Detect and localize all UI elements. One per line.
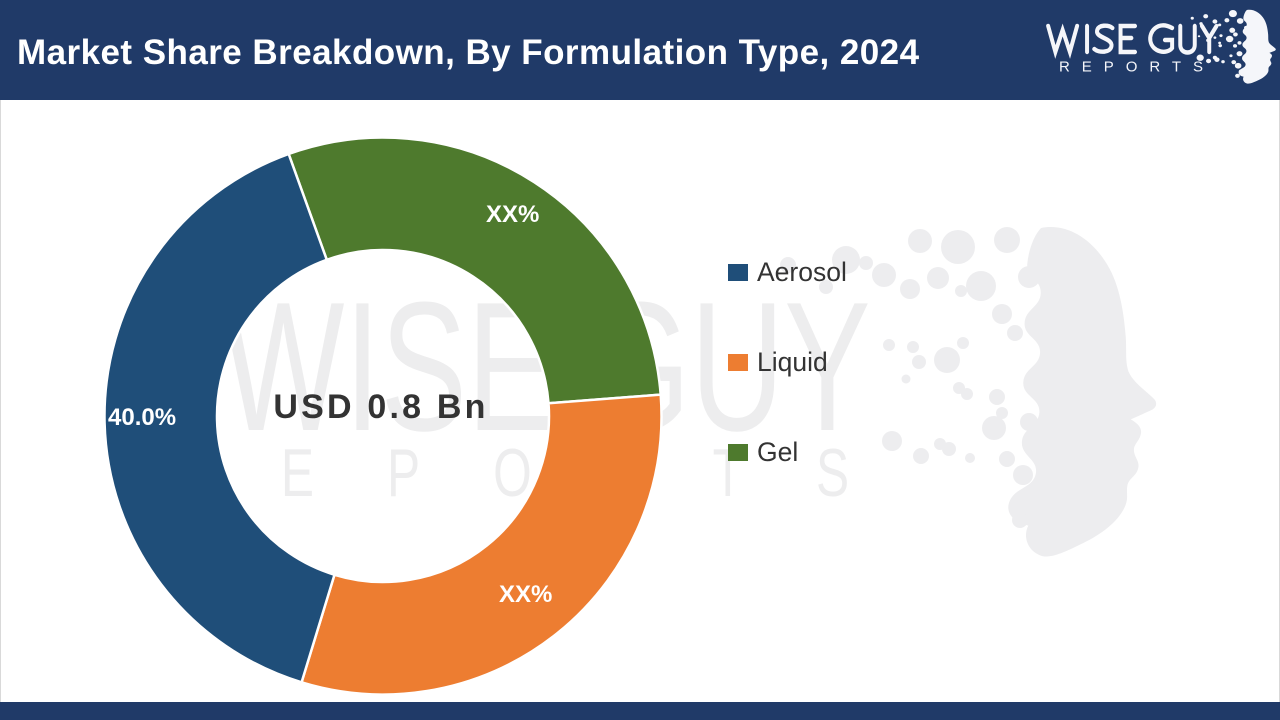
- svg-text:REPORTS: REPORTS: [1059, 58, 1213, 75]
